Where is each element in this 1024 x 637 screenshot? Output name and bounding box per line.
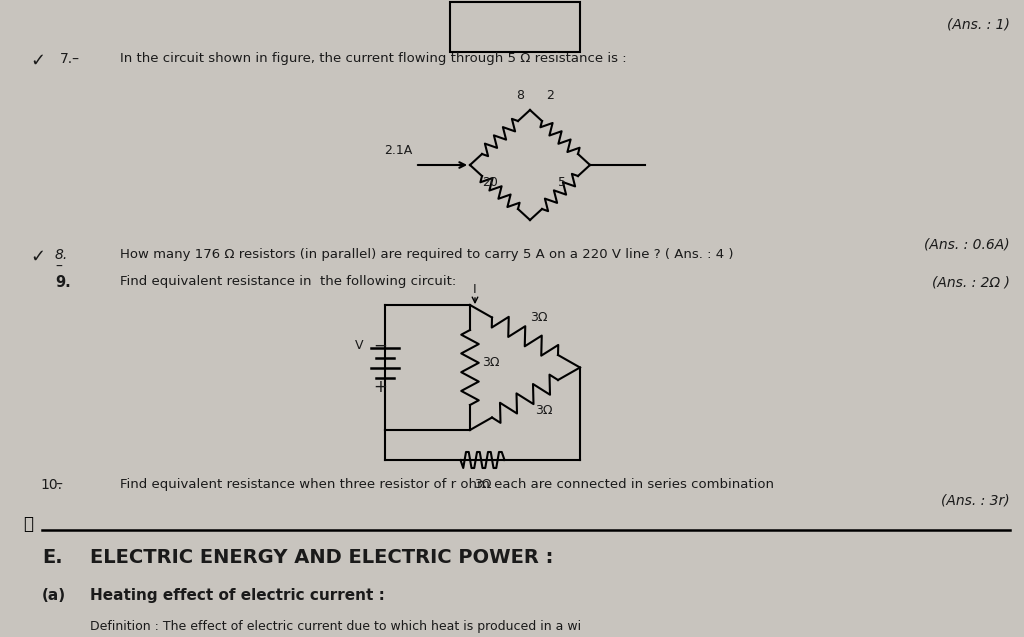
Text: ELECTRIC ENERGY AND ELECTRIC POWER :: ELECTRIC ENERGY AND ELECTRIC POWER : — [90, 548, 553, 567]
Text: Find equivalent resistance in  the following circuit:: Find equivalent resistance in the follow… — [120, 275, 457, 288]
Text: (Ans. : 1): (Ans. : 1) — [947, 18, 1010, 32]
Text: 3Ω: 3Ω — [530, 311, 548, 324]
Text: 3Ω: 3Ω — [474, 478, 492, 491]
Text: E.: E. — [42, 548, 62, 567]
Text: 2.1A: 2.1A — [384, 144, 412, 157]
Text: Heating effect of electric current :: Heating effect of electric current : — [90, 588, 385, 603]
Text: 8.: 8. — [55, 248, 69, 262]
Text: –: – — [55, 260, 61, 274]
Text: How many 176 Ω resistors (in parallel) are required to carry 5 A on a 220 V line: How many 176 Ω resistors (in parallel) a… — [120, 248, 733, 261]
Text: 2: 2 — [546, 89, 554, 102]
Text: 10.: 10. — [40, 478, 62, 492]
Text: –: – — [55, 478, 61, 492]
Text: +: + — [373, 378, 387, 396]
Text: 8: 8 — [516, 89, 524, 102]
Text: V: V — [354, 339, 362, 352]
Text: (Ans. : 0.6A): (Ans. : 0.6A) — [925, 238, 1010, 252]
Text: In the circuit shown in figure, the current flowing through 5 Ω resistance is :: In the circuit shown in figure, the curr… — [120, 52, 627, 65]
Text: ✓: ✓ — [30, 248, 45, 266]
Text: 3Ω: 3Ω — [482, 356, 500, 369]
Text: −: − — [373, 336, 387, 355]
Text: (Ans. : 3r): (Ans. : 3r) — [941, 494, 1010, 508]
Text: 📖: 📖 — [23, 515, 33, 533]
Text: I: I — [473, 283, 477, 296]
Text: 20: 20 — [482, 176, 498, 189]
Text: (a): (a) — [42, 588, 67, 603]
Bar — [450, 2, 580, 52]
Text: Find equivalent resistance when three resistor of r ohm each are connected in se: Find equivalent resistance when three re… — [120, 478, 774, 491]
Text: ✓: ✓ — [30, 52, 45, 70]
Text: 5: 5 — [558, 176, 566, 189]
Text: 7.–: 7.– — [60, 52, 80, 66]
Text: 9.: 9. — [55, 275, 71, 290]
Text: Definition : The effect of electric current due to which heat is produced in a w: Definition : The effect of electric curr… — [90, 620, 582, 633]
Text: (Ans. : 2Ω ): (Ans. : 2Ω ) — [932, 275, 1010, 289]
Text: 3Ω: 3Ω — [535, 404, 553, 417]
